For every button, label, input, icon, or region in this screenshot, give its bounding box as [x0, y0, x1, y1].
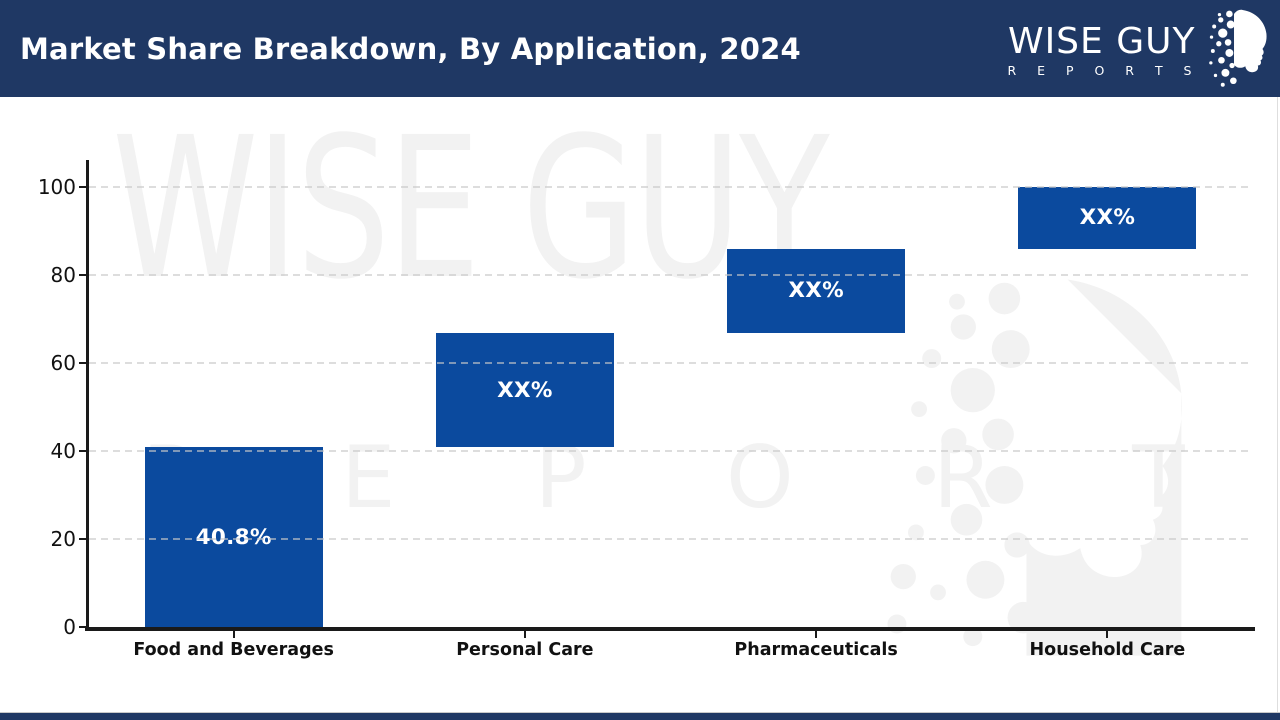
x-tick-mark [523, 630, 526, 638]
y-tick-label: 60 [50, 351, 76, 375]
right-edge-rule [1277, 97, 1278, 712]
y-tick-mark [79, 186, 87, 188]
y-tick-label: 80 [50, 263, 76, 287]
y-tick-label: 40 [50, 439, 76, 463]
chart-area: WISE GUY R E P O R T S 0 20 40 60 80 100 40.8… [0, 95, 1280, 712]
gridline [89, 274, 1253, 276]
y-tick-mark [79, 450, 87, 452]
bar-segment: XX% [435, 333, 614, 448]
watermark-face [887, 279, 1182, 656]
x-category-label: Household Care [1029, 640, 1186, 660]
y-tick-label: 20 [50, 527, 76, 551]
header: Market Share Breakdown, By Application, … [0, 0, 1280, 97]
y-tick-mark [79, 362, 87, 364]
x-tick-mark [1106, 630, 1109, 638]
gridline [89, 362, 1253, 364]
x-axis-line [85, 627, 1255, 631]
bar-segment: 40.8% [144, 447, 323, 627]
watermark-brand-text: WISE GUY [112, 95, 830, 322]
y-tick-label: 0 [63, 615, 76, 639]
x-tick-mark [232, 630, 235, 638]
x-tick-mark [815, 630, 818, 638]
gridline [89, 450, 1253, 452]
gridline [89, 186, 1253, 188]
y-tick-mark [79, 274, 87, 276]
wise-guy-logo: WISE GUY R E P O R T S [1003, 6, 1270, 92]
watermark-sub-text: R E P O R T S [142, 428, 1280, 528]
bar-value-label: XX% [497, 377, 553, 403]
logo-face-icon [1209, 9, 1267, 87]
bar-value-label: 40.8% [195, 524, 272, 550]
bar-value-label: XX% [1079, 205, 1136, 231]
gridline [89, 538, 1253, 540]
y-tick-mark [79, 626, 87, 628]
x-category-label: Food and Beverages [133, 640, 334, 660]
bottom-divider [0, 712, 1280, 713]
logo-text: WISE GUY R E P O R T S [1003, 23, 1200, 78]
bar-segment: XX% [727, 248, 906, 334]
logo-brand-text: WISE GUY [1007, 21, 1196, 63]
bar-value-label: XX% [788, 278, 844, 304]
y-tick-mark [79, 538, 87, 540]
x-category-label: Pharmaceuticals [734, 640, 898, 660]
footer-bar [0, 713, 1280, 720]
y-tick-label: 100 [37, 175, 76, 199]
x-category-label: Personal Care [456, 640, 594, 660]
page-title: Market Share Breakdown, By Application, … [20, 31, 801, 66]
y-axis-line [86, 160, 89, 630]
logo-sub-text: R E P O R T S [1007, 62, 1200, 78]
bar-segment: XX% [1018, 187, 1197, 249]
